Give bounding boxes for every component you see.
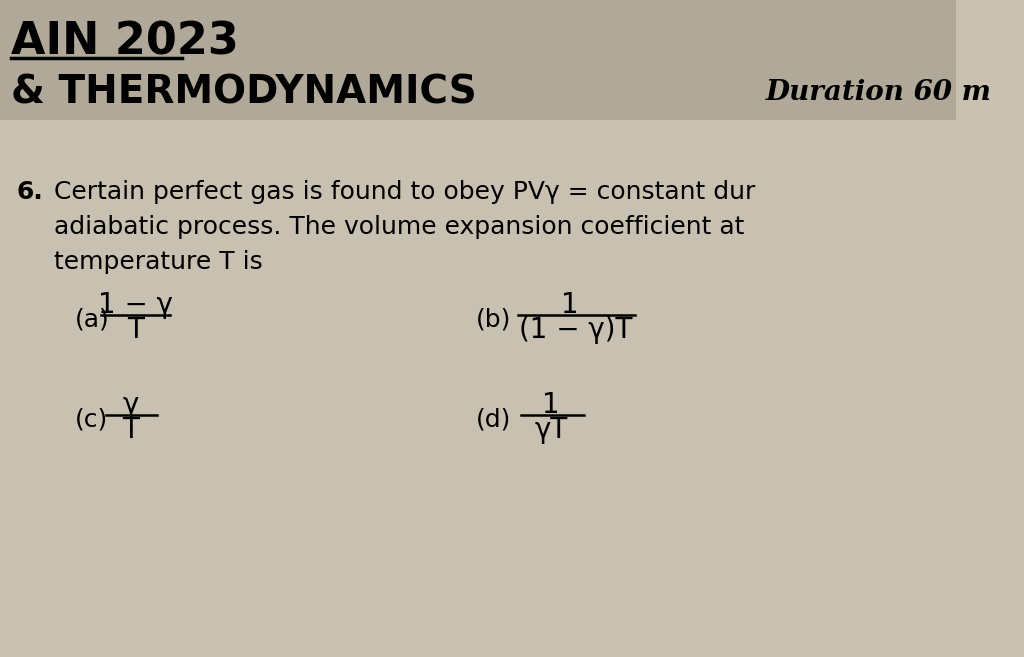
Text: (d): (d) (476, 408, 512, 432)
Text: (b): (b) (476, 308, 512, 332)
Text: adiabatic process. The volume expansion coefficient at: adiabatic process. The volume expansion … (54, 215, 744, 239)
Text: & THERMODYNAMICS: & THERMODYNAMICS (11, 73, 477, 111)
FancyBboxPatch shape (0, 0, 956, 120)
Text: T: T (127, 316, 143, 344)
Text: 6.: 6. (16, 180, 44, 204)
Text: (1 − γ)T: (1 − γ)T (519, 316, 633, 344)
Text: temperature T is: temperature T is (54, 250, 263, 274)
Text: γ: γ (123, 391, 139, 419)
Text: γT: γT (535, 416, 567, 444)
Text: (c): (c) (75, 408, 108, 432)
Text: (a): (a) (75, 308, 110, 332)
Text: 1: 1 (561, 291, 579, 319)
Text: Duration 60 m: Duration 60 m (766, 78, 991, 106)
Text: T: T (122, 416, 139, 444)
Text: 1 − γ: 1 − γ (98, 291, 173, 319)
Text: 1: 1 (542, 391, 560, 419)
Text: Certain perfect gas is found to obey PVγ = constant dur: Certain perfect gas is found to obey PVγ… (54, 180, 756, 204)
Text: AIN 2023: AIN 2023 (11, 20, 239, 64)
